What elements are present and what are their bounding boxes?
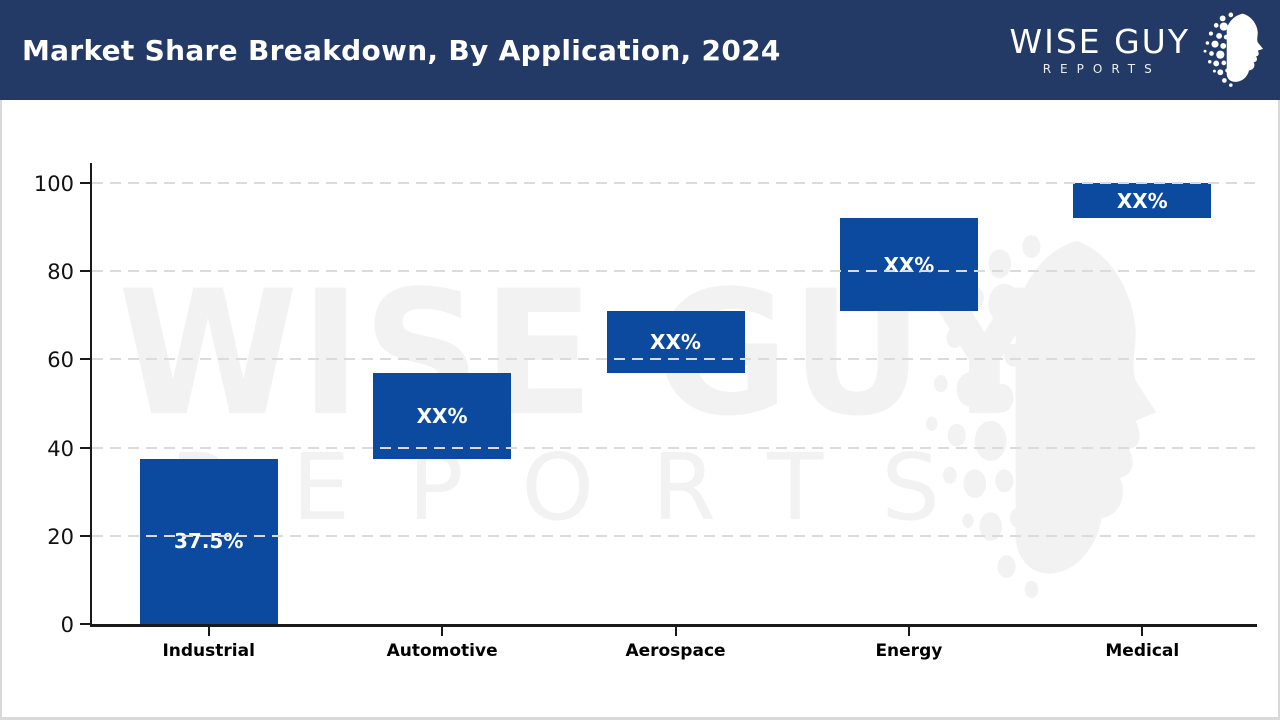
y-tick-20 [80, 534, 90, 537]
x-label-energy: Energy [875, 641, 943, 661]
wiseguy-head-icon [1203, 12, 1264, 87]
header-bar: Market Share Breakdown, By Application, … [0, 0, 1280, 100]
gridline-y-80 [92, 270, 1257, 273]
y-tick-label-20: 20 [47, 524, 74, 549]
watermark-subtitle: REPORTS [170, 434, 998, 541]
page-title: Market Share Breakdown, By Application, … [22, 33, 781, 67]
plot-area: 0 20 40 60 80 100 37.5% Industrial XX% Automotive… [34, 163, 1257, 661]
bar-value-label: XX% [650, 329, 701, 354]
y-tick-100 [80, 182, 90, 184]
x-tick-medical [1141, 627, 1144, 636]
bar-medical: XX% [1073, 183, 1212, 219]
bar-aerospace: XX% [606, 310, 745, 373]
x-label-automotive: Automotive [386, 641, 498, 661]
y-tick-40 [80, 446, 90, 449]
y-tick-label-80: 80 [47, 260, 74, 285]
x-tick-aerospace [674, 627, 677, 636]
brand-logo-text: WISE GUY REPORTS [1009, 25, 1190, 76]
brand-wordmark: WISE GUY [1009, 21, 1190, 61]
brand-subtitle: REPORTS [1042, 61, 1161, 76]
gridline-y-40 [92, 446, 1257, 449]
bar-industrial: 37.5% [139, 458, 278, 624]
y-tick-80 [80, 270, 90, 273]
x-tick-energy [907, 627, 910, 636]
bar-value-label: XX% [1116, 188, 1168, 213]
x-tick-industrial [207, 627, 210, 636]
y-tick-label-0: 0 [60, 613, 74, 637]
bar-value-label: XX% [883, 252, 935, 277]
y-tick-label-40: 40 [47, 436, 74, 461]
x-label-industrial: Industrial [162, 641, 255, 661]
bar-value-label: 37.5% [173, 529, 244, 554]
y-tick-label-100: 100 [33, 172, 74, 196]
y-tick-60 [80, 358, 90, 361]
chart-area: WISE GUY REPORTS 0 20 40 60 80 100 37.5% Indust… [0, 100, 1280, 720]
x-label-aerospace: Aerospace [625, 641, 726, 661]
brand-logo: WISE GUY REPORTS [1009, 9, 1270, 91]
bar-energy: XX% [839, 218, 978, 311]
y-tick-label-60: 60 [47, 348, 74, 373]
x-label-medical: Medical [1105, 641, 1180, 661]
x-tick-automotive [441, 627, 444, 636]
bar-value-label: XX% [416, 403, 468, 428]
bar-automotive: XX% [373, 372, 512, 459]
y-tick-0 [80, 623, 90, 625]
